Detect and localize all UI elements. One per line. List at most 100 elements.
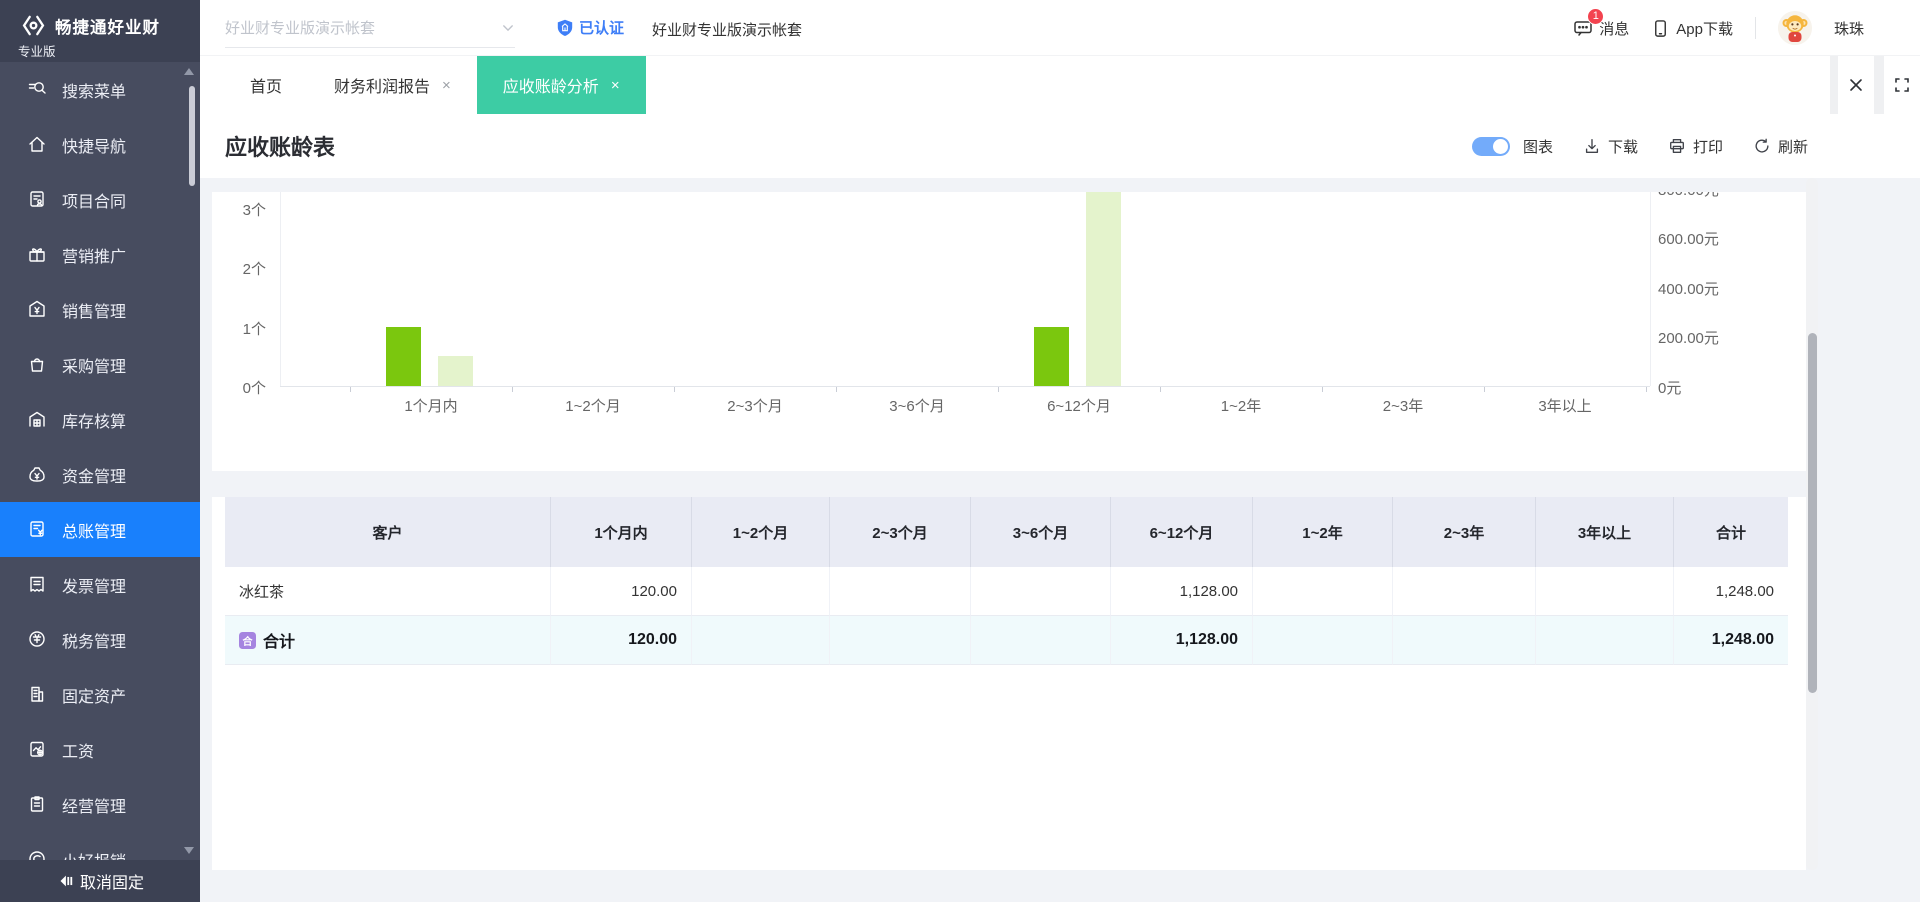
tab-bar: 首页 财务利润报告 × 应收账龄分析 × (200, 56, 1920, 114)
salary-report-icon (30, 741, 44, 757)
close-icon (1850, 79, 1862, 91)
column-header: 合计 (1715, 524, 1746, 542)
aging-table-panel: 客户 1个月内 1~2个月 2~3个月 3~6个月 6~12个月 1~2年 2~… (212, 497, 1806, 870)
sidebar-scroll-up-arrow[interactable] (184, 68, 194, 75)
account-select[interactable]: 好业财专业版演示帐套 (225, 8, 515, 48)
sidebar-scrollbar-thumb[interactable] (189, 86, 195, 186)
x-axis-category-label: 6~12个月 (1047, 398, 1111, 415)
aging-chart-panel: 0个 1个 2个 3个 0元 200.00元 400.00元 600.00元 800.00元 1个… (212, 192, 1806, 471)
chart-toggle-label: 图表 (1522, 138, 1553, 156)
tab-close-icon[interactable]: × (442, 76, 451, 94)
sidebar-menu: 搜索菜单 快捷导航 项目合同 营销推广 销售管理 采购管理 (0, 62, 200, 860)
messages-label: 消息 (1599, 20, 1630, 38)
tab-receivable-aging[interactable]: 应收账龄分析 × (476, 56, 646, 114)
topbar: 好业财专业版演示帐套 已认证 好业财专业版演示帐套 消息 1 App下载 (200, 0, 1920, 56)
sidebar: 畅捷通好业财 专业版 搜索菜单 快捷导航 项目合同 营销推广 (0, 0, 200, 902)
x-axis-tick-mark (836, 387, 837, 392)
sidebar-item-operations[interactable]: 经营管理 (0, 777, 200, 832)
column-header: 3~6个月 (971, 497, 1111, 567)
print-button[interactable]: 打印 (1668, 136, 1723, 157)
clipboard-icon (30, 796, 44, 812)
x-axis-tick-mark (350, 387, 351, 392)
value-cell (1393, 567, 1536, 616)
y-axis-right-tick-label: 400.00元 (1658, 280, 1719, 298)
chart-x-axis-line (280, 386, 1650, 387)
y-axis-left-tick-label: 1个 (242, 320, 266, 338)
gift-icon (29, 248, 45, 262)
sidebar-item-purchase[interactable]: 采购管理 (0, 337, 200, 392)
sidebar-item-general-ledger[interactable]: 总账管理 (0, 502, 200, 557)
summary-value-cell (1536, 616, 1674, 665)
sidebar-item-search-menu[interactable]: 搜索菜单 (0, 62, 200, 117)
bar-count[interactable] (386, 326, 421, 386)
messages-button[interactable]: 消息 1 (1573, 7, 1630, 39)
phone-icon (1655, 19, 1667, 37)
sidebar-item-project-contract[interactable]: 项目合同 (0, 172, 200, 227)
close-all-tabs-button[interactable] (1838, 56, 1874, 114)
tab-close-icon[interactable]: × (610, 76, 620, 94)
tab-label: 首页 (250, 79, 283, 96)
main-area: 好业财专业版演示帐套 已认证 好业财专业版演示帐套 消息 1 App下载 (200, 0, 1920, 902)
download-button[interactable]: 下载 (1583, 136, 1638, 157)
x-axis-tick-mark (674, 387, 675, 392)
sidebar-item-inventory[interactable]: 库存核算 (0, 392, 200, 447)
sidebar-item-tax[interactable]: 税务管理 (0, 612, 200, 667)
print-label: 打印 (1692, 138, 1723, 156)
chart-toggle-switch[interactable] (1471, 136, 1510, 156)
bar-amount[interactable] (1086, 192, 1121, 386)
printer-icon (1669, 139, 1684, 153)
table-summary-row: 合 合计 120.00 1,128.00 1,248.00 (225, 616, 1788, 665)
sidebar-item-label: 销售管理 (62, 303, 127, 321)
sidebar-item-sales[interactable]: 销售管理 (0, 282, 200, 337)
fullscreen-icon (1895, 78, 1909, 92)
x-axis-tick-mark (1322, 387, 1323, 392)
sidebar-item-fixed-assets[interactable]: 固定资产 (0, 667, 200, 722)
building-icon (31, 686, 44, 702)
sidebar-scroll-down-arrow[interactable] (184, 847, 194, 854)
content-scrollbar[interactable] (1806, 178, 1818, 870)
y-axis-right-tick-label: 200.00元 (1658, 330, 1719, 348)
value-cell (971, 567, 1111, 616)
tab-profit-report[interactable]: 财务利润报告 × (308, 56, 477, 114)
username[interactable]: 珠珠 (1833, 20, 1864, 38)
shield-verified-icon (557, 19, 573, 36)
refresh-button[interactable]: 刷新 (1753, 136, 1808, 157)
x-axis-category-label: 2~3年 (1382, 398, 1424, 415)
summary-value-cell: 1,128.00 (1111, 616, 1253, 665)
tab-window-controls (1830, 56, 1920, 114)
bar-amount[interactable] (438, 356, 473, 386)
tab-home[interactable]: 首页 (224, 56, 308, 114)
sidebar-item-reimburse[interactable]: 小好报销 (0, 832, 200, 860)
sidebar-item-funds[interactable]: 资金管理 (0, 447, 200, 502)
logo-block: 畅捷通好业财 专业版 (0, 0, 200, 62)
value-cell: 1,248.00 (1674, 567, 1788, 616)
invoice-icon (30, 576, 44, 592)
sidebar-item-quick-nav[interactable]: 快捷导航 (0, 117, 200, 172)
customer-cell: 冰红茶 (225, 567, 551, 616)
column-header: 2~3个月 (830, 497, 971, 567)
fullscreen-button[interactable] (1884, 56, 1920, 114)
x-axis-tick-mark (998, 387, 999, 392)
sidebar-item-label: 营销推广 (62, 248, 127, 266)
bar-count[interactable] (1034, 326, 1069, 386)
sidebar-item-label: 工资 (62, 743, 95, 761)
report-toolbar: 应收账龄表 图表 下载 打印 刷新 (200, 114, 1920, 178)
verified-label: 已认证 (579, 20, 625, 37)
sidebar-item-salary[interactable]: 工资 (0, 722, 200, 777)
avatar[interactable] (1777, 11, 1812, 45)
search-icon (28, 82, 46, 94)
sidebar-item-marketing[interactable]: 营销推广 (0, 227, 200, 282)
sidebar-item-invoice[interactable]: 发票管理 (0, 557, 200, 612)
x-axis-category-label: 1~2年 (1220, 398, 1262, 415)
x-axis-category-label: 3年以上 (1538, 398, 1592, 415)
x-axis-category-label: 1~2个月 (565, 398, 621, 415)
content-scrollbar-thumb[interactable] (1807, 333, 1817, 693)
column-header: 客户 (225, 497, 551, 567)
content-viewport: 0个 1个 2个 3个 0元 200.00元 400.00元 600.00元 800.00元 1个… (200, 178, 1920, 902)
sales-icon (29, 300, 45, 317)
sidebar-collapse-button[interactable]: 取消固定 (0, 860, 200, 902)
chart-left-axis-line (280, 192, 281, 386)
page-title: 应收账龄表 (225, 135, 336, 160)
app-download-button[interactable]: App下载 (1651, 18, 1733, 39)
